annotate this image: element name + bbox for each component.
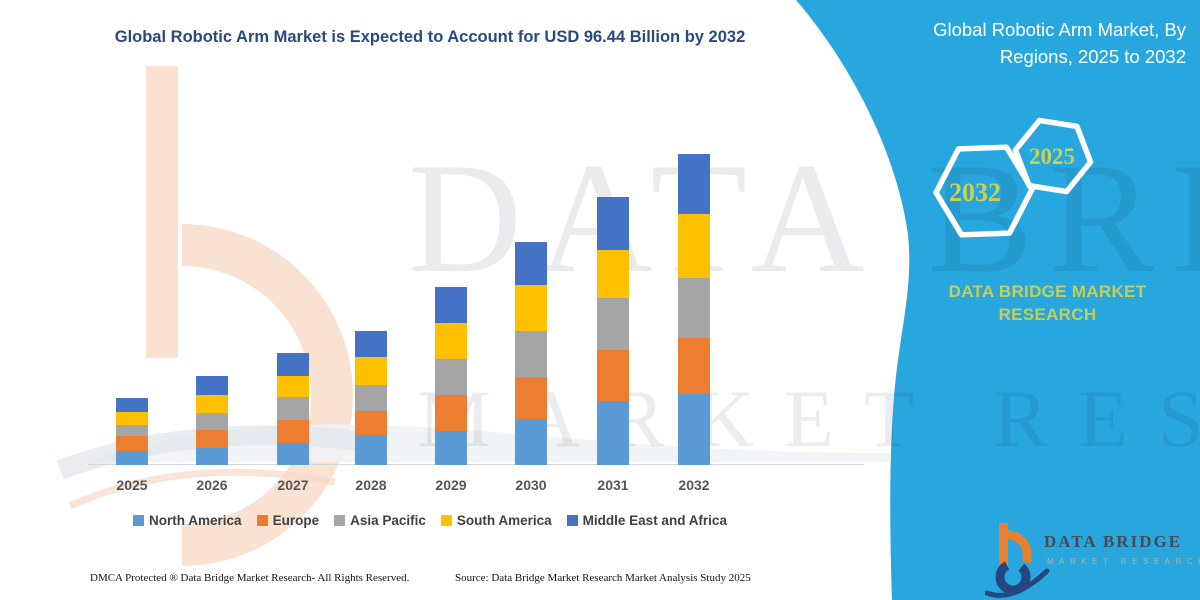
- bar-segment-2027: [277, 420, 309, 444]
- legend-label: Europe: [272, 513, 320, 528]
- bar-segment-2027: [277, 376, 309, 398]
- bar-segment-2025: [116, 451, 148, 465]
- legend-item: South America: [440, 513, 552, 528]
- bar-segment-2025: [116, 435, 148, 452]
- bar-segment-2030: [515, 330, 547, 377]
- bar-segment-2031: [597, 249, 629, 298]
- bar-segment-2030: [515, 241, 547, 286]
- legend-swatch: [566, 515, 578, 526]
- legend-item: Middle East and Africa: [566, 513, 727, 528]
- legend-swatch: [334, 515, 346, 526]
- legend-label: Asia Pacific: [350, 513, 426, 528]
- bar-segment-2026: [196, 447, 228, 465]
- bar-segment-2032: [678, 277, 710, 338]
- bar-segment-2028: [355, 357, 387, 386]
- bar-segment-2029: [435, 358, 467, 395]
- legend-swatch: [256, 515, 268, 526]
- bar-2029: [435, 287, 467, 465]
- legend-label: South America: [456, 513, 552, 528]
- bar-segment-2029: [435, 322, 467, 359]
- x-axis-label-2032: 2032: [678, 477, 710, 493]
- bar-2025: [116, 398, 148, 465]
- bar-segment-2028: [355, 385, 387, 412]
- brand-text-line2: RESEARCH: [998, 304, 1097, 324]
- bar-segment-2028: [355, 411, 387, 436]
- bar-segment-2030: [515, 376, 547, 420]
- x-axis-label-2031: 2031: [597, 477, 629, 493]
- bar-segment-2032: [678, 394, 710, 465]
- bar-2027: [277, 353, 309, 465]
- x-axis-label-2027: 2027: [277, 477, 309, 493]
- bar-segment-2029: [435, 394, 467, 431]
- legend-label: Middle East and Africa: [582, 513, 727, 528]
- legend-item: Europe: [256, 513, 320, 528]
- bar-segment-2030: [515, 285, 547, 331]
- panel-title-line1: Global Robotic Arm Market, By: [933, 19, 1186, 40]
- x-axis-label-2026: 2026: [196, 477, 228, 493]
- bar-segment-2025: [116, 425, 148, 436]
- hexagon-2025: [1012, 117, 1094, 195]
- x-axis-label-2028: 2028: [355, 477, 387, 493]
- bar-segment-2032: [678, 154, 710, 215]
- bar-2031: [597, 197, 629, 465]
- source-note: Source: Data Bridge Market Research Mark…: [455, 572, 751, 584]
- watermark-pink-wave: [68, 468, 336, 510]
- bar-segment-2026: [196, 429, 228, 448]
- bar-2032: [678, 154, 710, 465]
- legend-swatch: [440, 515, 452, 526]
- bar-segment-2027: [277, 397, 309, 421]
- legend-item: North America: [133, 513, 242, 528]
- bar-segment-2032: [678, 214, 710, 278]
- bar-segment-2030: [515, 419, 547, 465]
- bar-segment-2028: [355, 330, 387, 357]
- x-axis-label-2025: 2025: [116, 477, 148, 493]
- bar-segment-2026: [196, 412, 228, 430]
- bar-segment-2031: [597, 401, 629, 465]
- logo-wordmark: DATA BRIDGE: [1044, 532, 1183, 551]
- hexagon-2032: [933, 144, 1035, 238]
- hexagon-2032-label: 2032: [949, 178, 1001, 207]
- x-axis-label-2029: 2029: [435, 477, 467, 493]
- chart-title: Global Robotic Arm Market is Expected to…: [114, 28, 746, 46]
- bar-segment-2026: [196, 394, 228, 413]
- bar-segment-2025: [116, 398, 148, 413]
- logo-subtext: MARKET RESEARCH: [1047, 557, 1200, 566]
- bar-segment-2031: [597, 197, 629, 250]
- bar-2028: [355, 330, 387, 465]
- bar-segment-2027: [277, 353, 309, 377]
- cyan-panel-shape: [796, 0, 1200, 600]
- brand-text-line1: DATA BRIDGE MARKET: [948, 282, 1147, 301]
- x-axis-line: [88, 464, 864, 465]
- chart-legend: North America Europe Asia Pacific South Ame…: [85, 513, 775, 528]
- bar-segment-2029: [435, 287, 467, 323]
- bar-segment-2028: [355, 435, 387, 465]
- bar-2030: [515, 241, 547, 465]
- panel-title: Global Robotic Arm Market, By Regions, 2…: [933, 17, 1186, 71]
- legend-swatch: [133, 515, 145, 526]
- dmca-notice: DMCA Protected ® Data Bridge Market Rese…: [90, 572, 410, 584]
- legend-label: North America: [149, 513, 242, 528]
- panel-title-line2: Regions, 2025 to 2032: [999, 45, 1186, 67]
- bar-segment-2031: [597, 297, 629, 350]
- databridge-logo-icon: [985, 523, 1050, 598]
- bar-segment-2026: [196, 375, 228, 395]
- bar-segment-2032: [678, 337, 710, 395]
- brand-text: DATA BRIDGE MARKET RESEARCH: [905, 281, 1190, 327]
- bar-segment-2029: [435, 430, 467, 465]
- bar-2026: [196, 375, 228, 465]
- bar-segment-2031: [597, 349, 629, 402]
- watermark-logo-b: [146, 66, 353, 566]
- bar-segment-2025: [116, 412, 148, 426]
- legend-item: Asia Pacific: [334, 513, 426, 528]
- x-axis-label-2030: 2030: [515, 477, 547, 493]
- hexagon-2025-label: 2025: [1029, 144, 1075, 169]
- bar-segment-2027: [277, 443, 309, 465]
